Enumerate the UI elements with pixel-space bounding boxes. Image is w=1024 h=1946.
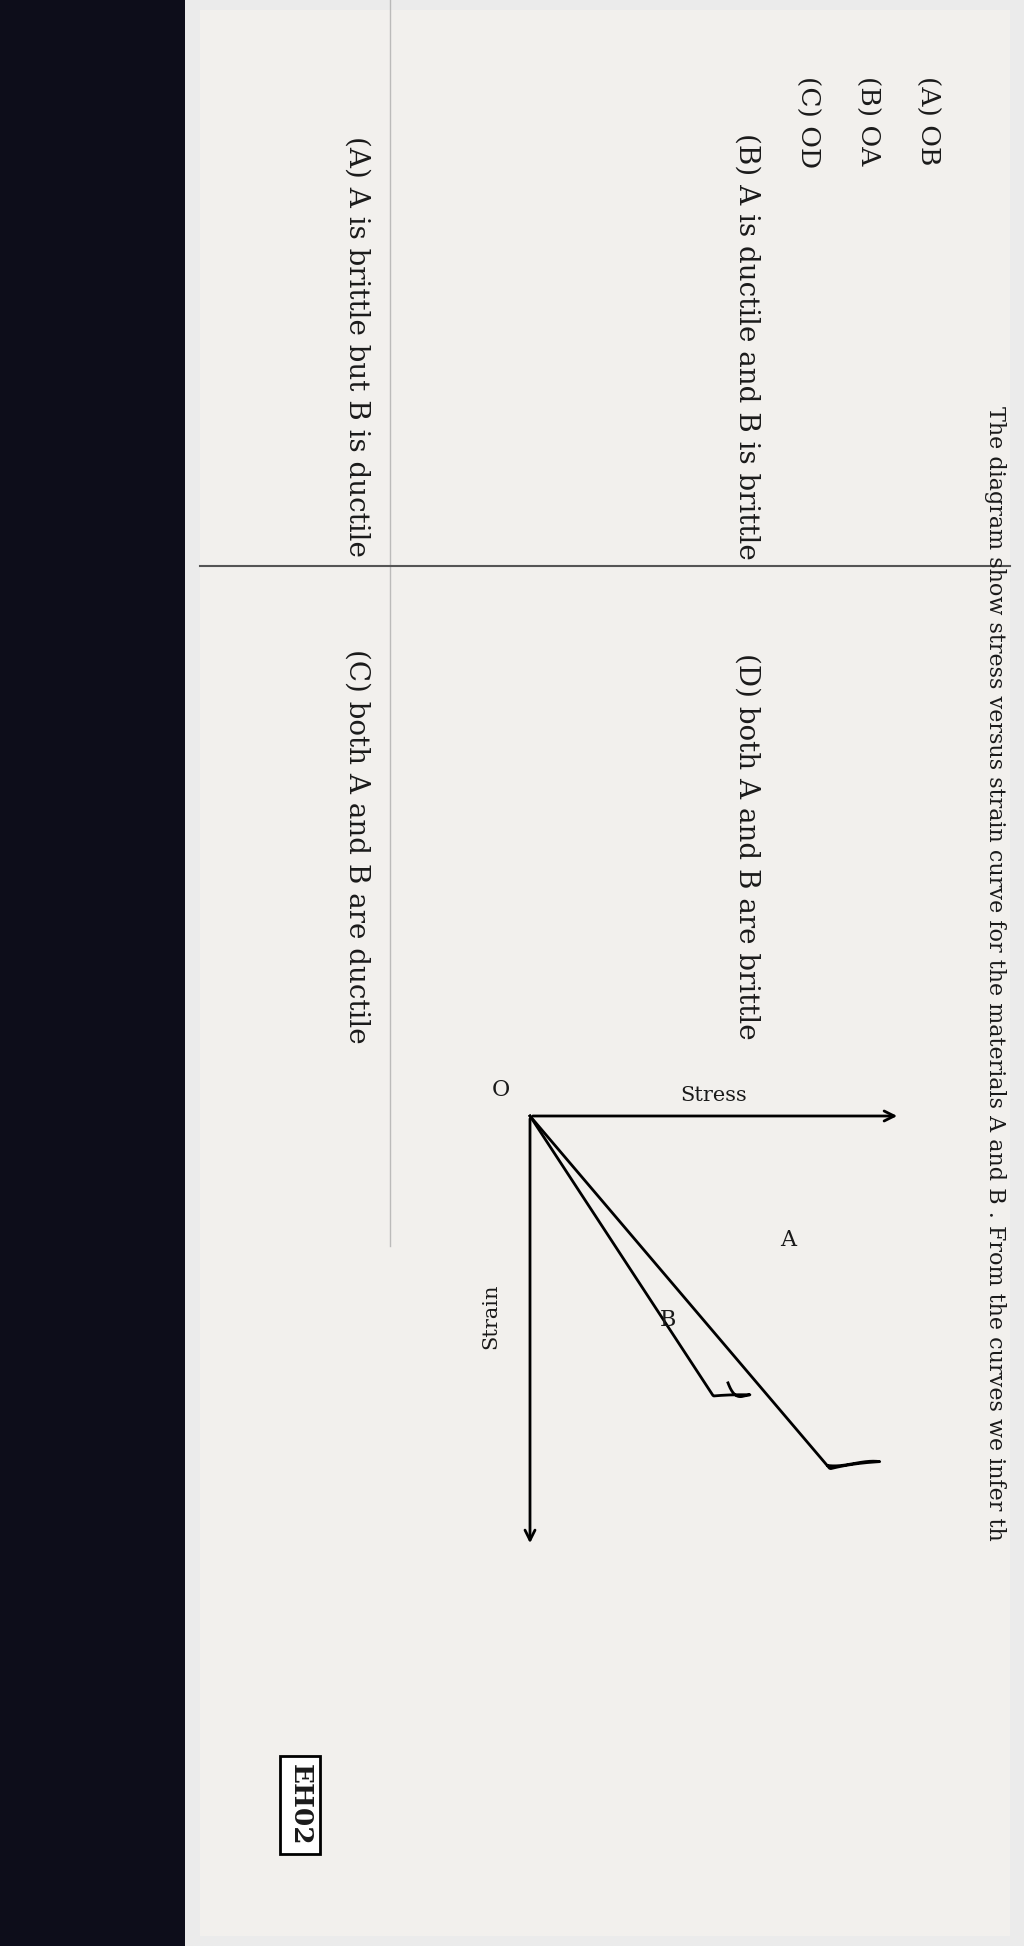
- Text: The diagram show stress versus strain curve for the materials A and B . From the: The diagram show stress versus strain cu…: [984, 405, 1006, 1541]
- Text: (B) OA: (B) OA: [855, 76, 880, 165]
- Text: (B) A is ductile and B is brittle: (B) A is ductile and B is brittle: [733, 132, 760, 559]
- Text: (D) both A and B are brittle: (D) both A and B are brittle: [733, 652, 760, 1039]
- Text: (C) OD: (C) OD: [795, 76, 820, 167]
- Text: (A) A is brittle but B is ductile: (A) A is brittle but B is ductile: [343, 136, 370, 557]
- Text: A: A: [780, 1230, 796, 1251]
- Text: Strain: Strain: [481, 1282, 500, 1349]
- Text: (C) both A and B are ductile: (C) both A and B are ductile: [343, 648, 370, 1043]
- Text: B: B: [660, 1310, 677, 1331]
- Bar: [185, 0, 1024, 1946]
- Text: O: O: [492, 1078, 510, 1101]
- Text: (A) OB: (A) OB: [915, 76, 940, 165]
- Text: EH02: EH02: [288, 1765, 312, 1847]
- Bar: [200, 10, 1010, 1936]
- Text: Stress: Stress: [680, 1086, 746, 1105]
- Bar: [0, 0, 185, 1946]
